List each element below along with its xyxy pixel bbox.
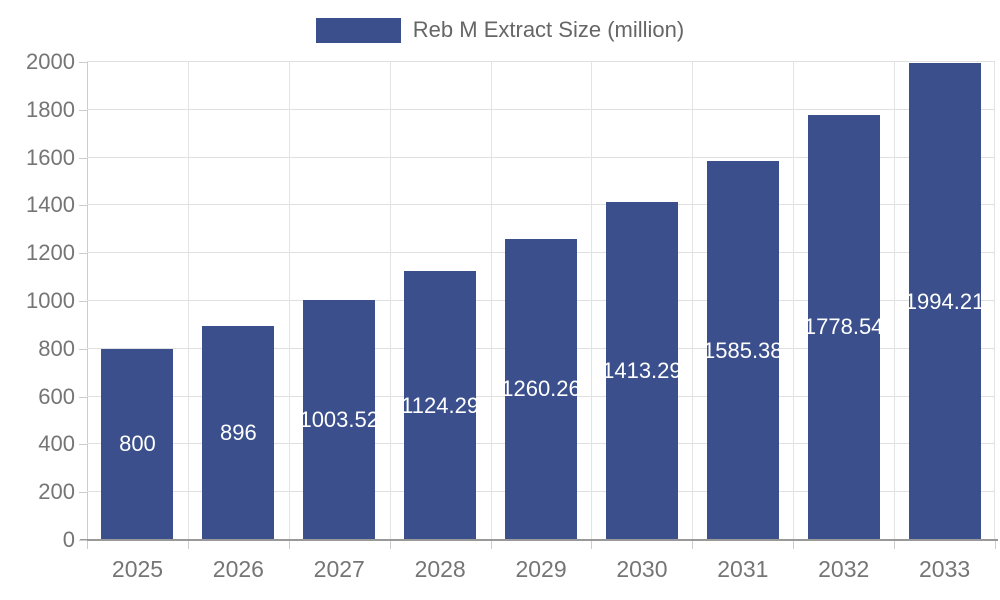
bar-value-label: 1585.38 — [706, 337, 779, 363]
y-tick-label: 0 — [62, 527, 75, 552]
gridline-horizontal — [87, 204, 995, 206]
bar-value-label: 1260.26 — [505, 376, 577, 402]
y-tick-label: 2000 — [26, 49, 75, 74]
y-tick-mark — [79, 540, 87, 541]
bar-value-label: 1994.21 — [908, 288, 981, 314]
legend-swatch-icon — [315, 17, 401, 43]
bar-2033: 1994.21 — [908, 63, 981, 540]
x-tick-label: 2033 — [919, 556, 971, 582]
y-tick-mark — [79, 253, 87, 255]
x-tick-label: 2030 — [616, 556, 668, 582]
y-tick-label: 200 — [38, 479, 75, 505]
y-tick-mark — [79, 205, 87, 207]
gridline-vertical — [289, 62, 290, 540]
x-tick-mark — [894, 541, 895, 549]
x-tick-label: 2029 — [515, 556, 567, 582]
bar-value-label: 896 — [219, 419, 257, 445]
x-tick-mark — [793, 541, 794, 549]
gridline-vertical — [188, 62, 189, 540]
y-tick-label: 800 — [38, 335, 75, 361]
legend-label: Reb M Extract Size (million) — [412, 17, 685, 42]
gridline-vertical — [793, 62, 794, 540]
gridline-horizontal — [87, 156, 995, 158]
x-tick-label: 2028 — [414, 556, 466, 582]
x-tick-label: 2027 — [313, 556, 365, 582]
bar-2025: 800 — [101, 348, 174, 540]
y-axis-line — [87, 62, 88, 548]
y-tick-label: 600 — [38, 383, 75, 409]
gridline-vertical — [390, 62, 391, 540]
x-tick-mark — [995, 541, 996, 549]
x-tick-mark — [87, 541, 88, 549]
bar-2027: 1003.52 — [303, 300, 376, 540]
x-tick-mark — [692, 541, 693, 549]
y-tick-mark — [79, 62, 87, 63]
gridline-vertical — [491, 62, 492, 540]
chart-legend: Reb M Extract Size (million) — [0, 17, 1000, 43]
gridline-vertical — [994, 62, 995, 540]
x-tick-mark — [289, 541, 290, 549]
y-tick-label: 1400 — [26, 192, 75, 218]
y-tick-label: 1600 — [26, 144, 75, 170]
legend-item[interactable]: Reb M Extract Size (million) — [315, 17, 685, 43]
bar-2028: 1124.29 — [404, 271, 477, 540]
bar-2032: 1778.54 — [807, 114, 880, 540]
bar-value-label: 800 — [119, 431, 156, 457]
bar-value-label: 1778.54 — [807, 314, 880, 340]
y-tick-label: 400 — [38, 431, 75, 457]
x-tick-mark — [390, 541, 391, 549]
bar-2029: 1260.26 — [505, 238, 577, 540]
y-tick-label: 1200 — [26, 240, 75, 266]
y-tick-mark — [79, 396, 87, 398]
y-tick-label: 1000 — [26, 288, 75, 313]
x-tick-label: 2031 — [717, 556, 769, 582]
x-axis-line — [80, 539, 998, 541]
y-tick-mark — [79, 109, 87, 111]
bar-value-label: 1413.29 — [605, 358, 678, 384]
bar-2031: 1585.38 — [706, 161, 779, 540]
y-tick-label: 1800 — [26, 96, 75, 122]
gridline-vertical — [591, 62, 592, 540]
x-tick-mark — [491, 541, 492, 549]
gridline-horizontal — [87, 61, 995, 62]
bar-2030: 1413.29 — [605, 202, 678, 540]
gridline-vertical — [894, 62, 895, 540]
x-tick-label: 2025 — [111, 556, 164, 582]
y-tick-mark — [79, 157, 87, 159]
x-tick-mark — [591, 541, 592, 549]
y-tick-mark — [79, 492, 87, 494]
x-tick-label: 2026 — [212, 556, 264, 582]
bar-value-label: 1003.52 — [303, 407, 376, 433]
gridline-horizontal — [87, 108, 995, 110]
plot-area: 800 896 1003.52 1124.29 1260.26 1413.29 1585.3… — [87, 61, 995, 540]
bar-2026: 896 — [202, 325, 275, 540]
x-tick-mark — [188, 541, 189, 549]
y-tick-mark — [79, 301, 87, 302]
x-tick-label: 2032 — [818, 556, 870, 582]
y-tick-mark — [79, 444, 87, 446]
bar-value-label: 1124.29 — [404, 392, 477, 418]
gridline-vertical — [692, 62, 693, 540]
y-tick-mark — [79, 348, 87, 350]
